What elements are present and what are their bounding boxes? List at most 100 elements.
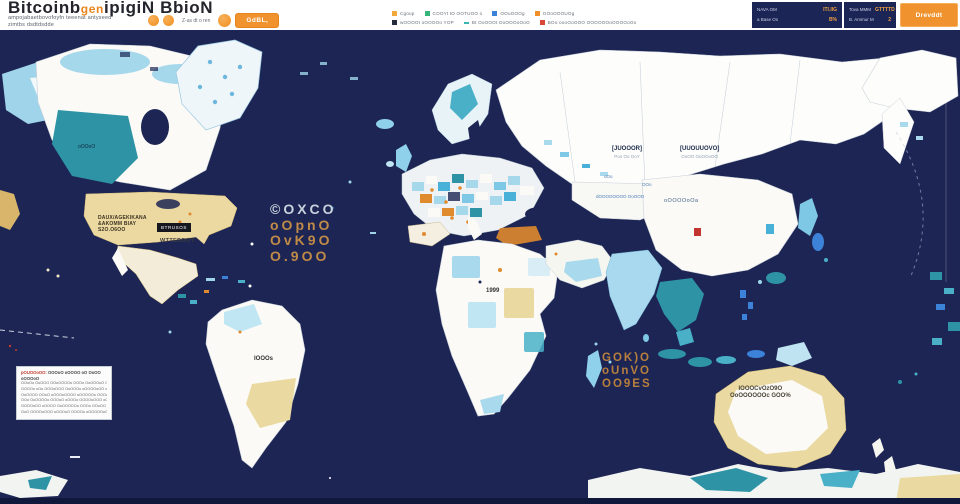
russia-east-label: [UUOUUOVO] OoOO OoOOoOO: [680, 146, 719, 160]
region-japan-south: [812, 233, 824, 251]
russia-east-sub: OoOO OoOOoOO: [681, 154, 719, 159]
legend-item: OOoOOOUOg: [534, 11, 575, 16]
bitcoin-icon: [218, 14, 232, 27]
region-indonesia[interactable]: [658, 349, 765, 367]
far-east-specks: [900, 122, 923, 140]
region-united-states[interactable]: [83, 191, 238, 246]
region-italy[interactable]: [468, 216, 482, 240]
sa-marker: [238, 330, 242, 334]
russia-specks: [544, 140, 608, 176]
region-philippines[interactable]: [740, 290, 753, 320]
stat-value: GTTTTD: [875, 7, 895, 13]
region-japan[interactable]: [798, 198, 818, 236]
region-china[interactable]: [641, 173, 799, 277]
share-icon[interactable]: [148, 15, 159, 26]
info-panel-line: OOo OoOOOOo OOOoO oOOOo OOOOoOOO oOOOOo …: [21, 398, 107, 403]
caspian-sea: [569, 213, 587, 243]
legend-item: wOOOOt oOOOOo YOP: [392, 20, 454, 25]
region-sri-lanka[interactable]: [643, 334, 649, 342]
russia-west-label: [JUOOOR] Poo Oo OoY: [612, 146, 642, 160]
legend-item: COOYt tO OOTUOO o: [424, 11, 483, 16]
region-saudi[interactable]: [564, 258, 602, 282]
download-button[interactable]: Drevddt: [900, 3, 958, 27]
info-panel-line: OOOOo oOo OOOoOOO OoOOOo oOOOOoOO oOOo O…: [21, 386, 107, 391]
stat-box-2: Tova MMM GTTTTD B. Ammur M 2: [844, 2, 896, 28]
kazakhstan-label: oOOOOoOa: [664, 198, 699, 204]
region-indochina[interactable]: [656, 278, 704, 332]
region-uk[interactable]: [396, 144, 412, 172]
legend-label: BOo oooOoOOO OOOOOOoOOOOoOo: [547, 20, 637, 25]
legend-chip-blue: [492, 11, 498, 16]
region-madagascar[interactable]: [586, 350, 602, 388]
us-tooltip: BTRUSOS: [157, 223, 191, 232]
info-panel-line: OOOOoOO oOOOO OoOOOOOo OOOo OOoOO: [21, 404, 106, 409]
stat-value: B%: [828, 17, 837, 23]
watermark-line: oUnVO: [602, 365, 651, 377]
stat-label: Tova MMM: [849, 7, 872, 12]
info-panel-title: pOUOOoOO: OOOoO oOOOO oO OoOO oOOOoO: [21, 370, 107, 381]
info-icon[interactable]: [163, 15, 174, 26]
region-antarctica[interactable]: [588, 464, 960, 504]
header-meta-text: Z-as dt o ren: [182, 17, 211, 24]
region-sa-north[interactable]: [224, 304, 262, 332]
title-accent: gen: [80, 2, 104, 16]
subtitle-line2: zimtbs dsdtdsdde: [8, 21, 54, 28]
legend-label: Bt OoOOOt OoOOOoOoO: [471, 20, 530, 25]
canada-label: oOOoO: [78, 144, 96, 150]
central-america-caribbean: [178, 242, 254, 304]
title-part2: ipigiN BbioN: [103, 0, 214, 17]
great-lakes: [156, 199, 180, 209]
region-kamchatka[interactable]: [881, 97, 915, 165]
japan-isle: [824, 258, 828, 262]
region-malaysia[interactable]: [676, 328, 694, 346]
region-greenland[interactable]: [175, 39, 263, 131]
antarctica-teal-1: [690, 468, 768, 492]
header-pill-button[interactable]: GdBL,: [235, 13, 280, 28]
legend-label: OOoOOOUOg: [542, 11, 575, 16]
watermark-line: oOpnO: [270, 216, 333, 233]
east-china-sea-patch: [766, 272, 786, 284]
europe-mosaic: [412, 174, 534, 217]
world-map[interactable]: [0, 32, 960, 504]
russia-borders: [559, 59, 801, 188]
region-ireland[interactable]: [386, 161, 394, 167]
region-russia[interactable]: [495, 49, 903, 195]
info-panel-line: OoO OOOOoOOO oOOOoO OOOOo oOOOOOoO OOo: [21, 409, 107, 414]
region-chukotka[interactable]: [861, 49, 959, 113]
region-new-guinea[interactable]: [776, 342, 812, 366]
hudson-bay: [141, 109, 169, 145]
region-india[interactable]: [605, 249, 663, 331]
region-sa-yellow[interactable]: [246, 378, 296, 428]
region-korea[interactable]: [766, 224, 774, 234]
iberia-marker: [422, 232, 426, 236]
legend-label: OOuOOOg: [500, 11, 525, 16]
region-sweden[interactable]: [450, 84, 478, 120]
info-panel-line: OoOOOO OOoO oOOOoOOOO oOOOOOo OOOoOO: [21, 392, 107, 397]
legend-chip-orange2: [534, 11, 540, 16]
region-taiwan[interactable]: [758, 280, 762, 284]
ocean-specks: [46, 62, 960, 479]
region-canada-teal[interactable]: [52, 110, 138, 184]
region-africa[interactable]: [435, 239, 559, 417]
stat-label: a Base Os: [757, 17, 779, 22]
region-iberia[interactable]: [407, 221, 451, 247]
china-red-marker: [694, 228, 701, 236]
legend-item: BOo oooOoOOO OOOOOOoOOOOoOo: [539, 20, 637, 25]
legend-label: Cgoup: [400, 11, 415, 16]
region-south-africa[interactable]: [480, 394, 504, 414]
region-mexico[interactable]: [115, 245, 199, 305]
region-iceland[interactable]: [376, 119, 394, 129]
region-turkey[interactable]: [496, 226, 542, 246]
siberia-label: OOo: [642, 182, 652, 187]
red-dots-left: [8, 344, 17, 351]
header-stats: NAVA OM ITI.IIG a Base Os B% Tova MMM GTTTT…: [752, 2, 896, 28]
watermark-line: OO9ES: [602, 378, 652, 390]
info-panel-line: OOoOo OoOOO OOoOOOOo OOOo OoOOOoO OOOOoO: [21, 381, 107, 385]
stat-label: NAVA OM: [757, 7, 777, 12]
header-subtitle: ampojabaetbovofoyfn teeenat antyseed zim…: [8, 15, 112, 28]
info-panel: pOUOOoOO: OOOoO oOOOO oO OoOO oOOOoO OOo…: [16, 366, 112, 420]
us-tooltip-sub: WTTEDDOY: [160, 238, 195, 244]
russia-east-title: [UUOUUOVO]: [680, 146, 720, 152]
legend-chip-teal-dash: [463, 21, 469, 24]
